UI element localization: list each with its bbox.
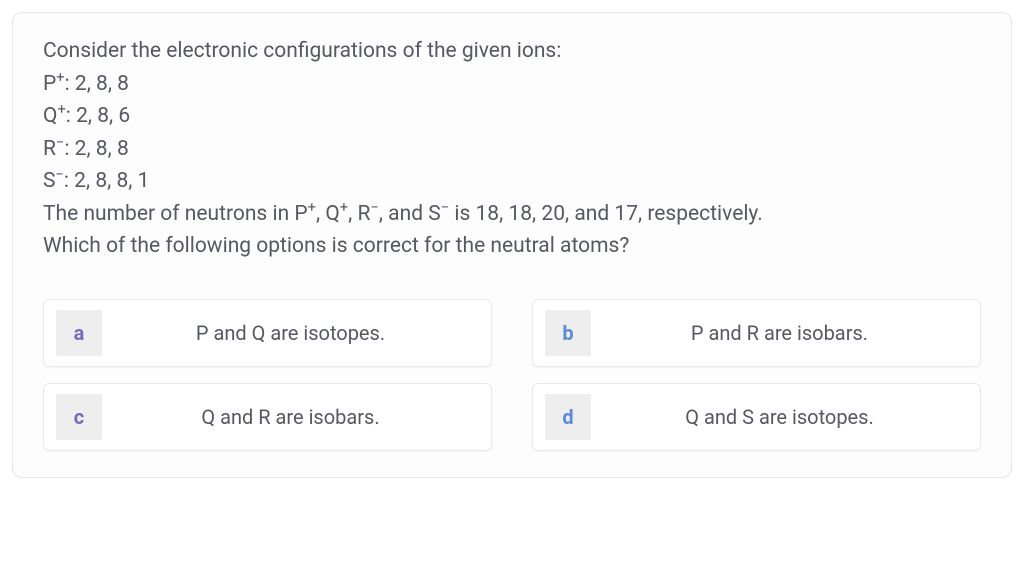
config-s: S−: 2, 8, 8, 1 <box>43 165 981 198</box>
option-a-text: P and Q are isotopes. <box>102 321 479 345</box>
options-grid: a P and Q are isotopes. b P and R are is… <box>43 299 981 451</box>
option-b-letter: b <box>545 310 591 356</box>
option-b-text: P and R are isobars. <box>591 321 968 345</box>
config-p: P+: 2, 8, 8 <box>43 68 981 101</box>
config-r-prefix: R <box>43 137 56 161</box>
config-r: R−: 2, 8, 8 <box>43 133 981 166</box>
option-a-letter: a <box>56 310 102 356</box>
question-card: Consider the electronic configurations o… <box>12 12 1012 478</box>
question-intro: Consider the electronic configurations o… <box>43 35 981 68</box>
question-body: Consider the electronic configurations o… <box>43 35 981 263</box>
config-s-value: : 2, 8, 8, 1 <box>64 169 150 193</box>
option-c[interactable]: c Q and R are isobars. <box>43 383 492 451</box>
option-d[interactable]: d Q and S are isotopes. <box>532 383 981 451</box>
config-p-prefix: P <box>43 72 56 96</box>
config-q-prefix: Q <box>43 104 57 128</box>
option-c-text: Q and R are isobars. <box>102 405 479 429</box>
option-c-letter: c <box>56 394 102 440</box>
config-s-sup: − <box>55 165 63 183</box>
question-prompt: Which of the following options is correc… <box>43 230 981 263</box>
option-b[interactable]: b P and R are isobars. <box>532 299 981 367</box>
config-r-value: : 2, 8, 8 <box>64 137 128 161</box>
neutrons-line: The number of neutrons in P+, Q+, R−, an… <box>43 198 981 231</box>
config-q: Q+: 2, 8, 6 <box>43 100 981 133</box>
config-q-sup: + <box>57 100 65 118</box>
config-s-prefix: S <box>43 169 55 193</box>
option-d-text: Q and S are isotopes. <box>591 405 968 429</box>
config-q-value: : 2, 8, 6 <box>66 104 130 128</box>
option-d-letter: d <box>545 394 591 440</box>
option-a[interactable]: a P and Q are isotopes. <box>43 299 492 367</box>
config-p-sup: + <box>56 68 64 86</box>
config-p-value: : 2, 8, 8 <box>65 72 129 96</box>
